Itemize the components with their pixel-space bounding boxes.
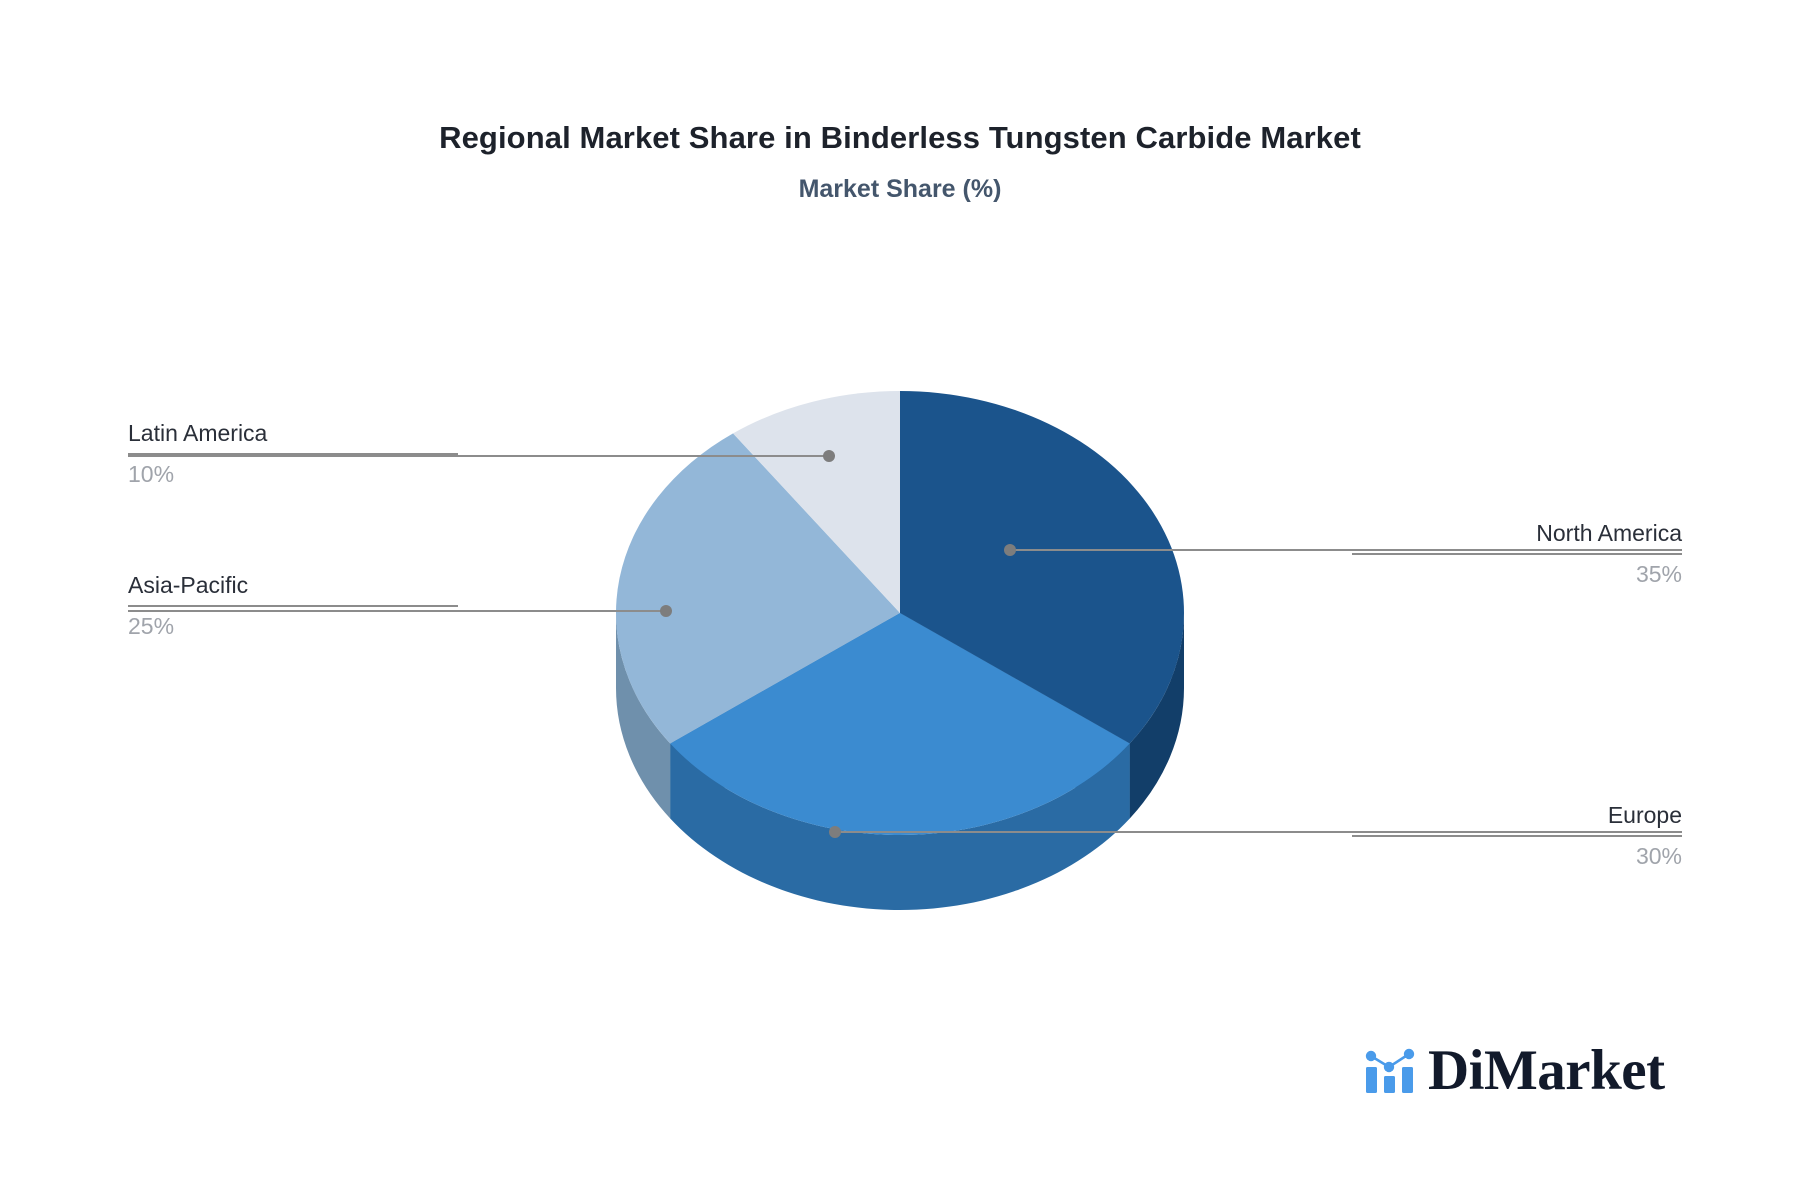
- callout-rule-north-america: [1352, 553, 1682, 555]
- pie-side-north-america: [1129, 613, 1184, 819]
- callout-label-north-america: North America: [1536, 520, 1682, 546]
- callout-value-europe: 30%: [1635, 843, 1682, 869]
- pie-slice-latin-america: [733, 391, 900, 613]
- pie-top-surface: [615, 391, 1184, 836]
- callout-asia-pacific: Asia-Pacific 25%: [128, 570, 458, 641]
- pie-slice-asia-pacific: [615, 433, 900, 744]
- leader-anchor-dots: [660, 450, 1016, 838]
- leader-dot-north-america: [1004, 544, 1016, 556]
- leader-dot-asia-pacific: [660, 605, 672, 617]
- pie-slice-north-america: [900, 391, 1184, 744]
- bar-chart-line-icon: [1365, 1048, 1415, 1093]
- callout-rule-asia-pacific: [128, 605, 458, 607]
- callout-label-latin-america: Latin America: [128, 420, 268, 446]
- brand-name: DiMarket: [1428, 1039, 1665, 1102]
- callout-rule-europe: [1352, 835, 1682, 837]
- brand-logo: DiMarket: [1362, 1040, 1665, 1102]
- leader-dot-europe: [829, 826, 841, 838]
- callout-label-europe: Europe: [1607, 802, 1682, 828]
- callout-value-asia-pacific: 25%: [128, 613, 175, 639]
- pie-side-europe: [670, 743, 1130, 910]
- leader-lines: [128, 455, 1682, 833]
- pie-slice-europe: [670, 613, 1130, 836]
- callout-latin-america: Latin America 10%: [128, 418, 458, 489]
- callout-rule-latin-america: [128, 453, 458, 455]
- callout-north-america: North America 35%: [1352, 518, 1682, 589]
- callout-europe: Europe 30%: [1352, 800, 1682, 871]
- callout-label-asia-pacific: Asia-Pacific: [128, 572, 249, 598]
- pie-side-asia-pacific: [616, 611, 671, 819]
- callout-value-latin-america: 10%: [128, 461, 175, 487]
- callout-value-north-america: 35%: [1635, 561, 1682, 587]
- leader-dot-latin-america: [823, 450, 835, 462]
